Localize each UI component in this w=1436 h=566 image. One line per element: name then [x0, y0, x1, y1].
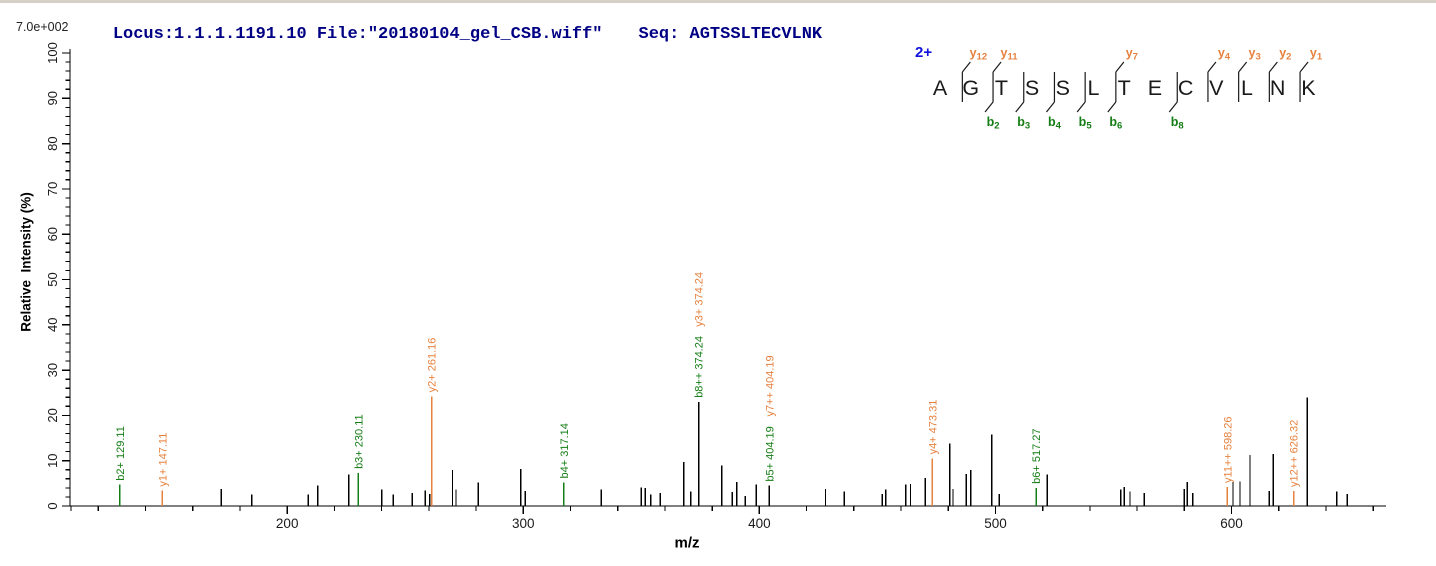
residue-letter: T — [1118, 76, 1131, 100]
charge-state-label: 2+ — [915, 44, 933, 61]
residue-letter: K — [1301, 76, 1316, 100]
b-ion-label: b2 — [987, 115, 1000, 132]
y-axis-tick-label: 30 — [45, 363, 60, 377]
y-axis-tick-label: 90 — [45, 91, 60, 105]
residue-letter: L — [1088, 76, 1100, 100]
y-ion-label: y11 — [1001, 46, 1019, 63]
y-ion-tick — [1299, 61, 1309, 73]
y-axis-tick-label: 0 — [45, 502, 60, 509]
y-ion-tick — [1207, 61, 1217, 73]
y-axis-tick-label: 70 — [45, 182, 60, 196]
b-ion-tick — [1076, 101, 1086, 113]
y-axis-tick-label: 60 — [45, 227, 60, 241]
peak-label: y3+ 374.24 — [694, 272, 706, 327]
y-ion-tick — [961, 61, 971, 73]
x-axis-title: m/z — [674, 534, 700, 552]
residue-letter: T — [995, 76, 1008, 100]
b-ion-tick — [1045, 101, 1055, 113]
x-axis-tick-label: 200 — [276, 516, 299, 531]
peak-label: b6+ 517.27 — [1031, 429, 1043, 484]
y-axis-tick-label: 80 — [45, 136, 60, 150]
peak-label: y12++ 626.32 — [1289, 420, 1301, 487]
y-axis-tick-label: 40 — [45, 318, 60, 332]
residue-letter: N — [1270, 76, 1286, 100]
b-ion-label: b4 — [1048, 115, 1062, 132]
residue-letter: G — [962, 76, 979, 100]
locus-file-label: Locus:1.1.1.1191.10 File:"20180104_gel_C… — [112, 25, 603, 44]
residue-letter: S — [1056, 76, 1070, 100]
peak-label: b2+ 129.11 — [115, 426, 127, 481]
y-ion-label: y3 — [1249, 46, 1261, 63]
x-axis-tick-label: 300 — [512, 516, 535, 531]
spectrum-header: Locus:1.1.1.1191.10 File:"20180104_gel_C… — [72, 6, 822, 63]
x-axis-tick-label: 600 — [1220, 516, 1243, 531]
x-axis-tick-label: 500 — [984, 516, 1007, 531]
residue-letter: E — [1148, 76, 1162, 100]
peak-label: y11++ 598.26 — [1222, 417, 1234, 483]
window-edge-strip — [0, 0, 1436, 3]
sequence-label: Seq: AGTSSLTECVLNK — [638, 25, 823, 44]
residue-letter: C — [1178, 76, 1194, 100]
intensity-scale-label: 7.0e+002 — [16, 20, 69, 34]
y-ion-tick — [992, 61, 1002, 73]
residue-letter: S — [1025, 76, 1039, 100]
peak-label: y2+ 261.16 — [427, 338, 439, 393]
peak-label: b3+ 230.11 — [353, 414, 365, 469]
peak-label: b4+ 317.14 — [559, 423, 571, 478]
residue-letter: L — [1241, 76, 1253, 100]
x-axis-tick-label: 400 — [748, 516, 771, 531]
b-ion-tick — [1168, 101, 1178, 113]
b-ion-label: b8 — [1171, 115, 1184, 132]
residue-letter: A — [933, 76, 948, 100]
peak-label: b8++ 374.24 — [694, 336, 706, 398]
residue-letter: V — [1209, 76, 1224, 100]
peak-label: y1+ 147.11 — [157, 433, 169, 487]
b-ion-label: b5 — [1079, 115, 1093, 132]
y-ion-label: y1 — [1310, 46, 1323, 63]
b-ion-tick — [1015, 101, 1025, 113]
y-axis-tick-label: 10 — [45, 453, 60, 467]
b-ion-tick — [1107, 101, 1117, 113]
y-axis-tick-label: 100 — [45, 42, 60, 64]
y-ion-tick — [1238, 61, 1248, 73]
y-axis-tick-label: 20 — [45, 408, 60, 422]
y-axis-tick-label: 50 — [45, 272, 60, 286]
b-ion-label: b6 — [1109, 115, 1122, 132]
y-ion-label: y7 — [1126, 46, 1138, 63]
b-ion-tick — [984, 101, 994, 113]
peak-label: b5+ 404.19 — [764, 426, 776, 481]
y-ion-label: y4 — [1218, 46, 1231, 63]
y-ion-tick — [1115, 61, 1125, 73]
y-ion-label: y2 — [1279, 46, 1291, 63]
y-ion-tick — [1268, 61, 1278, 73]
b-ion-label: b3 — [1017, 115, 1030, 132]
y-ion-label: y12 — [970, 46, 988, 63]
peak-label: y7++ 404.19 — [764, 355, 776, 416]
peak-label: y4+ 473.31 — [927, 400, 939, 455]
